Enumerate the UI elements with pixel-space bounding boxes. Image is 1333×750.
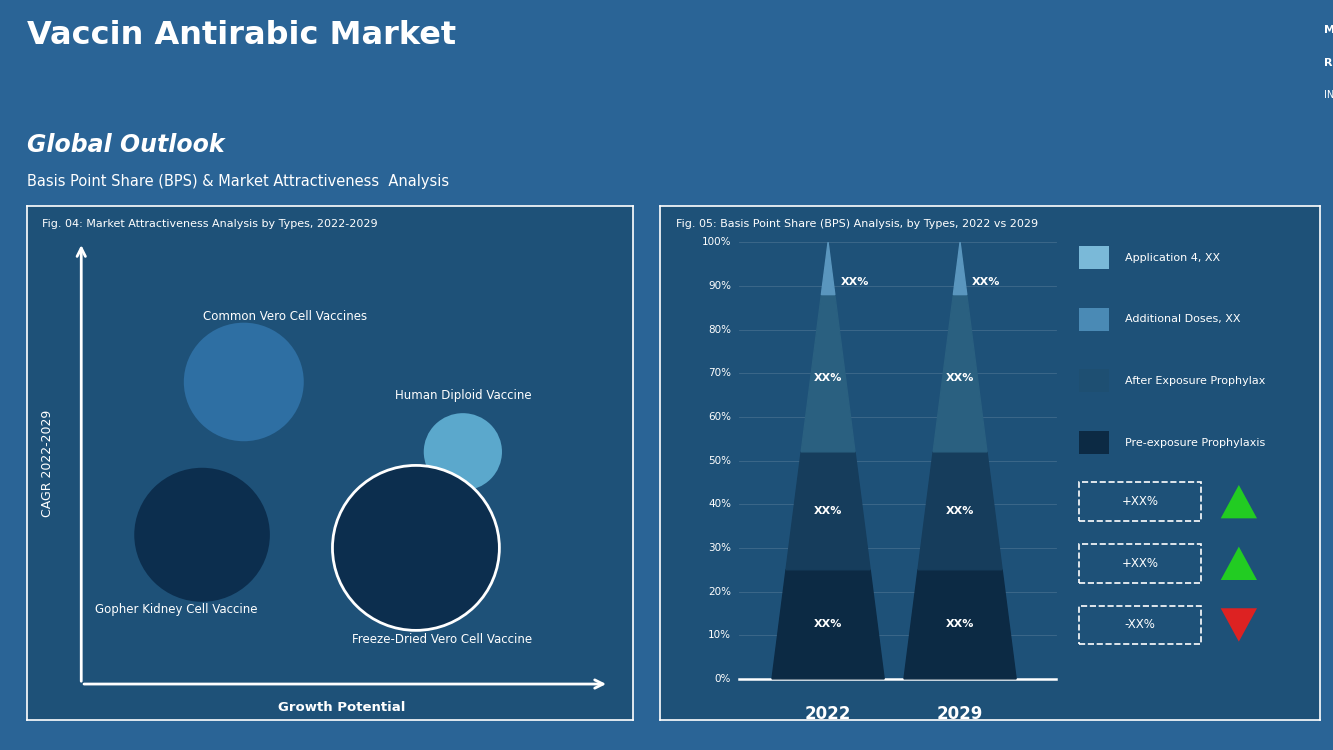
Text: 70%: 70% <box>708 368 730 378</box>
Polygon shape <box>772 570 884 679</box>
Text: 2022: 2022 <box>805 704 852 722</box>
Text: Pre-exposure Prophylaxis: Pre-exposure Prophylaxis <box>1125 437 1265 448</box>
Polygon shape <box>904 570 1016 679</box>
Ellipse shape <box>184 322 304 441</box>
Text: 50%: 50% <box>708 455 730 466</box>
Text: RESEARCH: RESEARCH <box>1324 58 1333 68</box>
Text: 10%: 10% <box>708 630 730 640</box>
Text: XX%: XX% <box>814 506 842 516</box>
Ellipse shape <box>135 468 269 602</box>
Text: Global Outlook: Global Outlook <box>27 134 224 158</box>
Polygon shape <box>1221 547 1257 580</box>
Text: Basis Point Share (BPS) & Market Attractiveness  Analysis: Basis Point Share (BPS) & Market Attract… <box>27 174 449 189</box>
Text: 30%: 30% <box>708 543 730 553</box>
Text: Common Vero Cell Vaccines: Common Vero Cell Vaccines <box>204 310 368 323</box>
Text: XX%: XX% <box>946 620 974 629</box>
Polygon shape <box>953 242 966 295</box>
Text: INTELLECT: INTELLECT <box>1324 90 1333 101</box>
Text: CAGR 2022-2029: CAGR 2022-2029 <box>41 410 55 517</box>
Text: Freeze-Dried Vero Cell Vaccine: Freeze-Dried Vero Cell Vaccine <box>352 633 532 646</box>
Text: XX%: XX% <box>946 506 974 516</box>
Polygon shape <box>918 452 1002 570</box>
Polygon shape <box>1221 608 1257 642</box>
Text: Gopher Kidney Cell Vaccine: Gopher Kidney Cell Vaccine <box>95 602 257 616</box>
Text: XX%: XX% <box>814 620 842 629</box>
Text: Growth Potential: Growth Potential <box>279 700 405 714</box>
Text: 90%: 90% <box>708 281 730 291</box>
Text: Additional Doses, XX: Additional Doses, XX <box>1125 314 1241 324</box>
Text: Fig. 04: Market Attractiveness Analysis by Types, 2022-2029: Fig. 04: Market Attractiveness Analysis … <box>41 219 377 229</box>
Text: Fig. 05: Basis Point Share (BPS) Analysis, by Types, 2022 vs 2029: Fig. 05: Basis Point Share (BPS) Analysi… <box>676 219 1038 229</box>
Text: XX%: XX% <box>972 277 1001 286</box>
Bar <box>1078 431 1109 454</box>
Text: 2029: 2029 <box>937 704 984 722</box>
Text: 60%: 60% <box>708 412 730 422</box>
Text: +XX%: +XX% <box>1121 556 1158 570</box>
Polygon shape <box>801 295 854 452</box>
Ellipse shape <box>332 466 500 631</box>
Text: 0%: 0% <box>714 674 730 684</box>
Polygon shape <box>933 295 986 452</box>
Polygon shape <box>924 242 996 679</box>
Text: +XX%: +XX% <box>1121 495 1158 508</box>
Bar <box>1078 308 1109 331</box>
Text: After Exposure Prophylax: After Exposure Prophylax <box>1125 376 1265 386</box>
Text: Human Diploid Vaccine: Human Diploid Vaccine <box>395 388 531 401</box>
Polygon shape <box>1221 485 1257 518</box>
Text: 40%: 40% <box>708 500 730 509</box>
Polygon shape <box>786 452 870 570</box>
Polygon shape <box>821 242 834 295</box>
Text: 20%: 20% <box>708 586 730 596</box>
Text: 80%: 80% <box>708 325 730 334</box>
Text: MARKET: MARKET <box>1324 26 1333 35</box>
Ellipse shape <box>424 413 503 491</box>
Polygon shape <box>1134 23 1312 118</box>
Bar <box>1078 246 1109 269</box>
Text: 100%: 100% <box>701 237 730 248</box>
Bar <box>1078 369 1109 392</box>
Polygon shape <box>792 242 864 679</box>
Text: Vaccin Antirabic Market: Vaccin Antirabic Market <box>27 20 456 51</box>
Text: XX%: XX% <box>946 373 974 382</box>
Text: XX%: XX% <box>814 373 842 382</box>
Text: Application 4, XX: Application 4, XX <box>1125 253 1220 262</box>
Text: XX%: XX% <box>840 277 869 286</box>
Text: -XX%: -XX% <box>1125 619 1156 632</box>
